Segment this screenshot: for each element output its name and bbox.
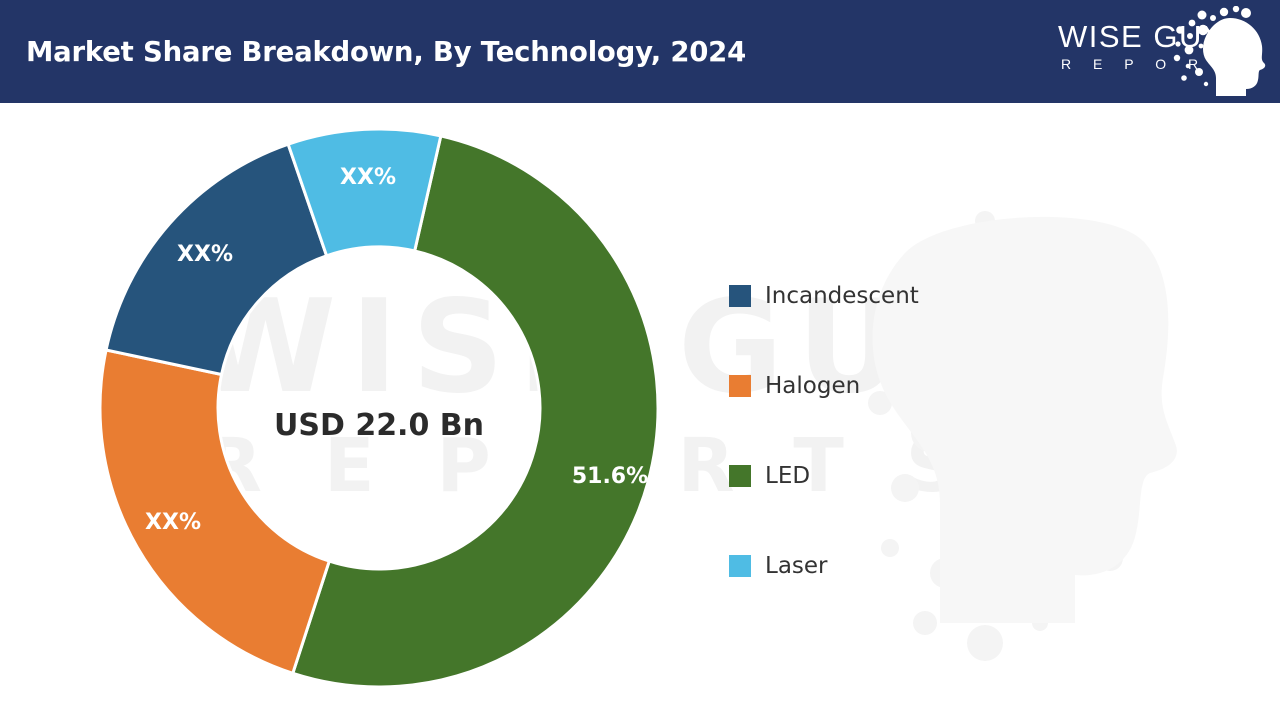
page-title: Market Share Breakdown, By Technology, 2… xyxy=(26,36,747,68)
pie-slice-incandescent[interactable] xyxy=(104,142,329,377)
slice-label-halogen: XX% xyxy=(145,510,201,535)
pie-slice-laser[interactable] xyxy=(286,127,443,258)
pie-slice-halogen[interactable] xyxy=(98,348,332,676)
legend-item-laser[interactable]: Laser xyxy=(729,521,1059,611)
slice-label-laser: XX% xyxy=(340,165,396,190)
legend-item-halogen[interactable]: Halogen xyxy=(729,341,1059,431)
legend-label: Halogen xyxy=(765,373,861,399)
legend-swatch-icon xyxy=(729,555,751,577)
slice-label-led: 51.6% xyxy=(572,464,648,489)
brand-logo[interactable]: WISE GUY R E P O R T S xyxy=(1034,4,1274,100)
legend-label: Laser xyxy=(765,553,828,579)
legend-swatch-icon xyxy=(729,285,751,307)
header-bar: Market Share Breakdown, By Technology, 2… xyxy=(0,0,1280,103)
chart-legend: Incandescent Halogen LED Laser xyxy=(729,251,1059,611)
legend-item-incandescent[interactable]: Incandescent xyxy=(729,251,1059,341)
dotted-head-profile-icon xyxy=(1173,6,1266,96)
legend-item-led[interactable]: LED xyxy=(729,431,1059,521)
donut-chart: XX% XX% 51.6% XX% xyxy=(98,127,660,689)
legend-swatch-icon xyxy=(729,375,751,397)
pie-slice-led[interactable] xyxy=(290,134,660,689)
legend-swatch-icon xyxy=(729,465,751,487)
legend-label: LED xyxy=(765,463,811,489)
legend-label: Incandescent xyxy=(765,283,919,309)
logo-wordmark: WISE GUY xyxy=(1058,19,1226,54)
donut-center-value: USD 22.0 Bn xyxy=(274,408,484,443)
slice-label-incandescent: XX% xyxy=(177,242,233,267)
